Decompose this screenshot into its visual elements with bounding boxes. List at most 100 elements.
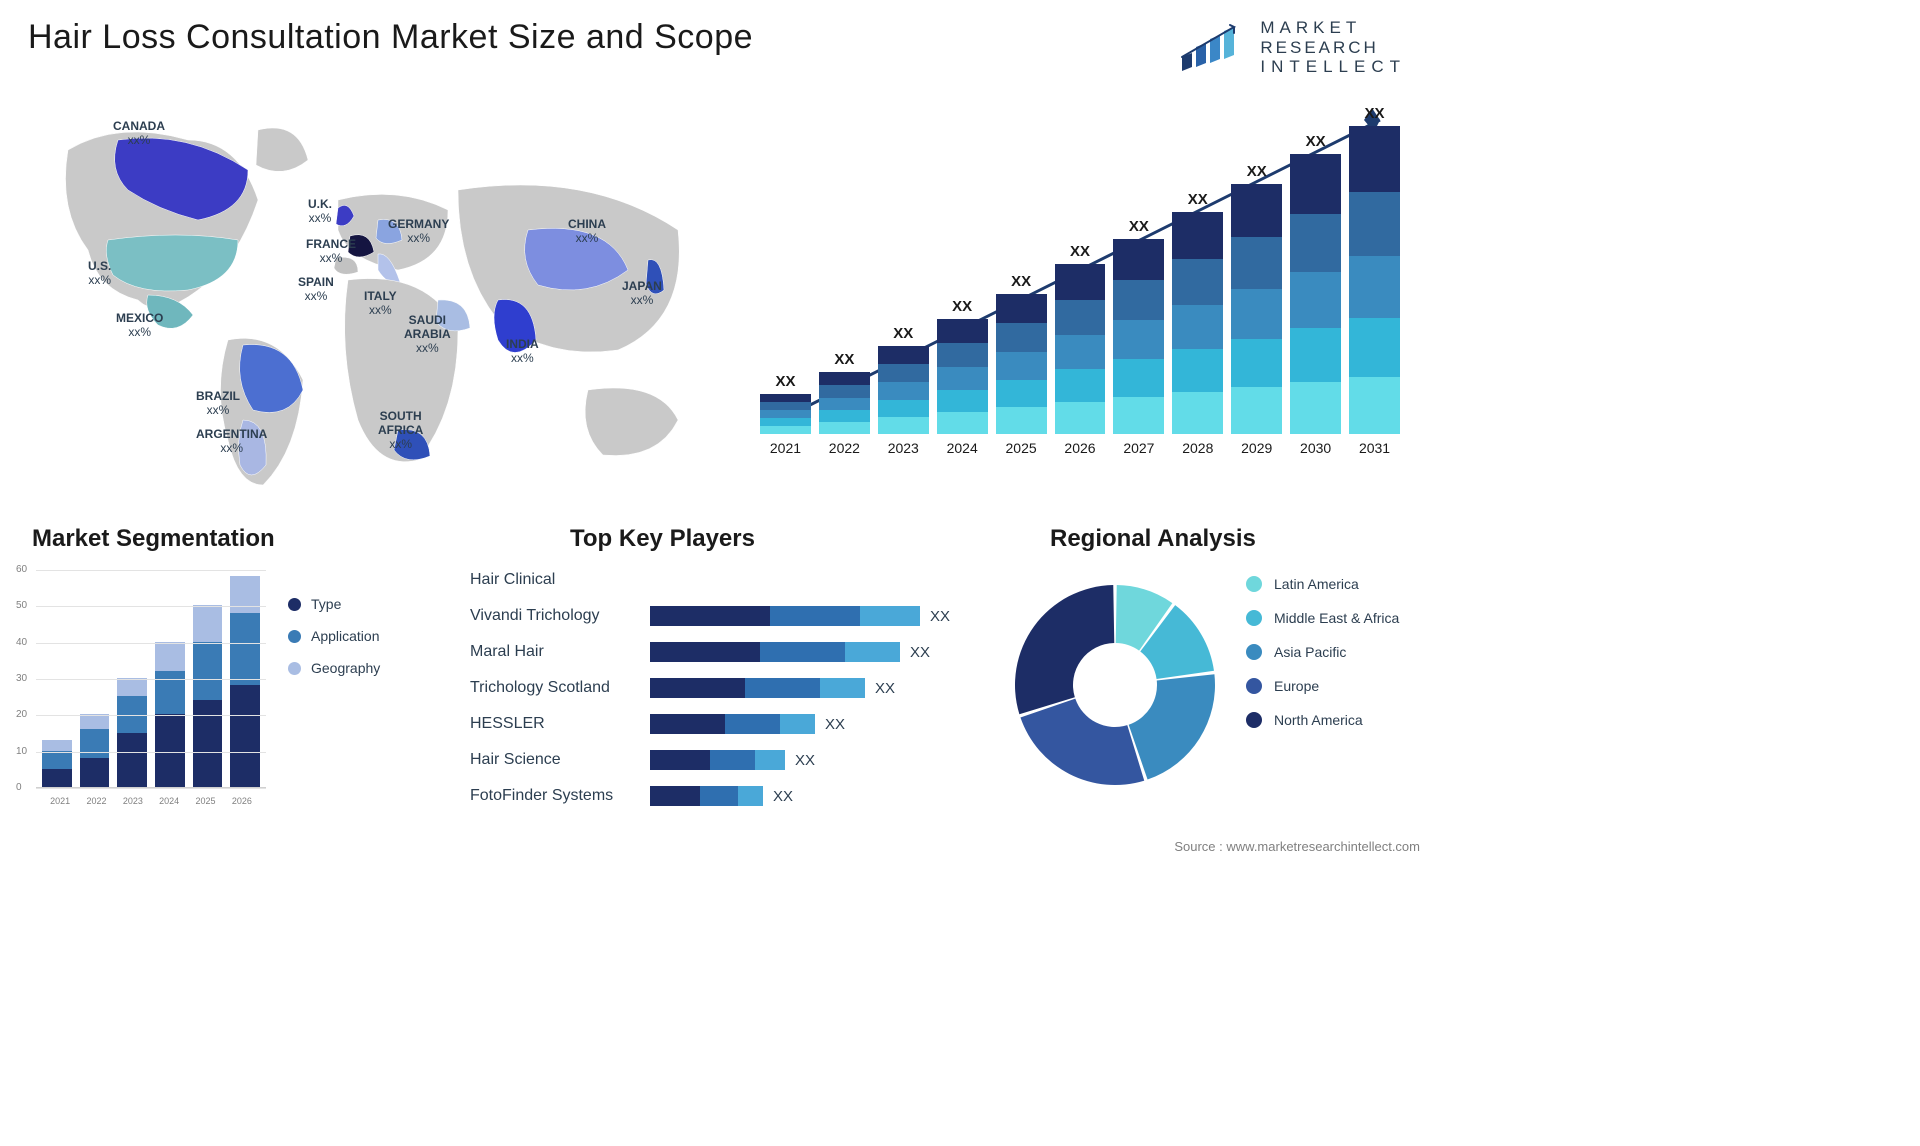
growth-bar-segment	[819, 385, 870, 398]
player-bar-segment	[770, 606, 860, 626]
growth-year-label: 2024	[947, 440, 978, 456]
growth-bar-segment	[760, 426, 811, 434]
seg-ytick: 10	[16, 746, 27, 757]
player-row: Trichology Scotland XX	[470, 670, 960, 706]
map-label-us: U.S.xx%	[88, 260, 111, 288]
seg-legend-item: Type	[288, 596, 380, 612]
player-bar	[650, 642, 900, 662]
legend-label: North America	[1274, 712, 1363, 728]
growth-bar-segment	[1113, 359, 1164, 397]
growth-bar-2026: XX2026	[1055, 243, 1106, 456]
growth-bar-label: XX	[834, 351, 854, 368]
player-bar-segment	[745, 678, 820, 698]
growth-bar-segment	[1349, 126, 1400, 192]
growth-year-label: 2022	[829, 440, 860, 456]
map-label-uk: U.K.xx%	[308, 198, 332, 226]
player-name: FotoFinder Systems	[470, 787, 650, 805]
seg-ytick: 0	[16, 782, 22, 793]
seg-bar-segment	[117, 678, 147, 696]
seg-bar-segment	[117, 733, 147, 788]
player-row: Maral HairXX	[470, 634, 960, 670]
player-bar	[650, 606, 920, 626]
map-label-china: CHINAxx%	[568, 218, 606, 246]
regional-legend-item: North America	[1246, 712, 1399, 728]
growth-bar-segment	[1172, 305, 1223, 349]
growth-year-label: 2028	[1182, 440, 1213, 456]
growth-bar-segment	[760, 402, 811, 410]
seg-bar-2026	[230, 576, 260, 787]
source-line: Source : www.marketresearchintellect.com	[1174, 839, 1420, 854]
players-chart: Hair ClinicalVivandi TrichologyXXMaral H…	[470, 562, 960, 814]
player-value: XX	[875, 680, 895, 697]
growth-bar-segment	[1231, 237, 1282, 289]
map-label-saudi: SAUDIARABIAxx%	[404, 314, 451, 355]
seg-bar-2021	[42, 740, 72, 787]
regional-legend-item: Middle East & Africa	[1246, 610, 1399, 626]
growth-bar-2022: XX 2022	[819, 351, 870, 456]
seg-bar-segment	[193, 605, 223, 641]
player-bar-segment	[650, 714, 725, 734]
growth-bar-label: XX	[1188, 191, 1208, 208]
seg-bar-segment	[155, 671, 185, 715]
seg-bar-segment	[193, 642, 223, 700]
growth-bar-segment	[1172, 259, 1223, 305]
seg-ytick: 30	[16, 673, 27, 684]
legend-swatch-icon	[288, 598, 301, 611]
growth-bar-segment	[1055, 300, 1106, 335]
map-label-southafrica: SOUTHAFRICAxx%	[378, 410, 423, 451]
growth-bar-segment	[937, 319, 988, 343]
player-value: XX	[910, 644, 930, 661]
growth-bar-2025: XX 2025	[996, 273, 1047, 456]
seg-bar-segment	[117, 696, 147, 732]
growth-bar-segment	[1113, 320, 1164, 359]
players-title: Top Key Players	[570, 525, 755, 553]
growth-year-label: 2027	[1123, 440, 1154, 456]
seg-xtick: 2026	[232, 796, 252, 806]
growth-bar-segment	[819, 398, 870, 410]
regional-legend: Latin AmericaMiddle East & AfricaAsia Pa…	[1246, 576, 1399, 746]
growth-year-label: 2025	[1006, 440, 1037, 456]
logo-text: MARKET RESEARCH INTELLECT	[1260, 18, 1406, 77]
player-bar-segment	[755, 750, 785, 770]
legend-label: Type	[311, 596, 341, 612]
growth-bar-segment	[1349, 192, 1400, 256]
seg-bar-segment	[230, 685, 260, 787]
regional-legend-item: Latin America	[1246, 576, 1399, 592]
growth-bar-segment	[1349, 256, 1400, 318]
growth-bar-segment	[937, 412, 988, 434]
growth-bar-label: XX	[1306, 133, 1326, 150]
player-bar-segment	[650, 606, 770, 626]
growth-bar-2028: XX 2028	[1172, 191, 1223, 456]
player-name: Hair Clinical	[470, 571, 650, 589]
seg-xtick: 2021	[50, 796, 70, 806]
growth-bar-segment	[878, 346, 929, 364]
legend-label: Application	[311, 628, 380, 644]
growth-bar-label: XX	[1011, 273, 1031, 290]
growth-bar-segment	[878, 364, 929, 382]
growth-year-label: 2030	[1300, 440, 1331, 456]
player-bar-segment	[700, 786, 738, 806]
player-name: Trichology Scotland	[470, 679, 650, 697]
legend-swatch-icon	[1246, 610, 1262, 626]
growth-bar-segment	[760, 410, 811, 418]
growth-bar-segment	[819, 410, 870, 422]
growth-bar-2024: XX 2024	[937, 298, 988, 456]
player-bar-segment	[820, 678, 865, 698]
growth-bar-segment	[1055, 264, 1106, 300]
growth-bar-label: XX	[1247, 163, 1267, 180]
legend-label: Middle East & Africa	[1274, 610, 1399, 626]
seg-xtick: 2023	[123, 796, 143, 806]
growth-bar-2030: XX 2030	[1290, 133, 1341, 456]
growth-bar-label: XX	[952, 298, 972, 315]
growth-bar-label: XX	[1129, 218, 1149, 235]
legend-swatch-icon	[1246, 644, 1262, 660]
page-title: Hair Loss Consultation Market Size and S…	[28, 18, 753, 57]
player-bar-segment	[650, 678, 745, 698]
player-bar-segment	[780, 714, 815, 734]
growth-bar-segment	[937, 343, 988, 367]
growth-bar-segment	[1349, 377, 1400, 434]
growth-bar-label: XX	[1365, 105, 1385, 122]
seg-xtick: 2025	[195, 796, 215, 806]
growth-bar-segment	[1113, 280, 1164, 320]
player-bar-segment	[760, 642, 845, 662]
